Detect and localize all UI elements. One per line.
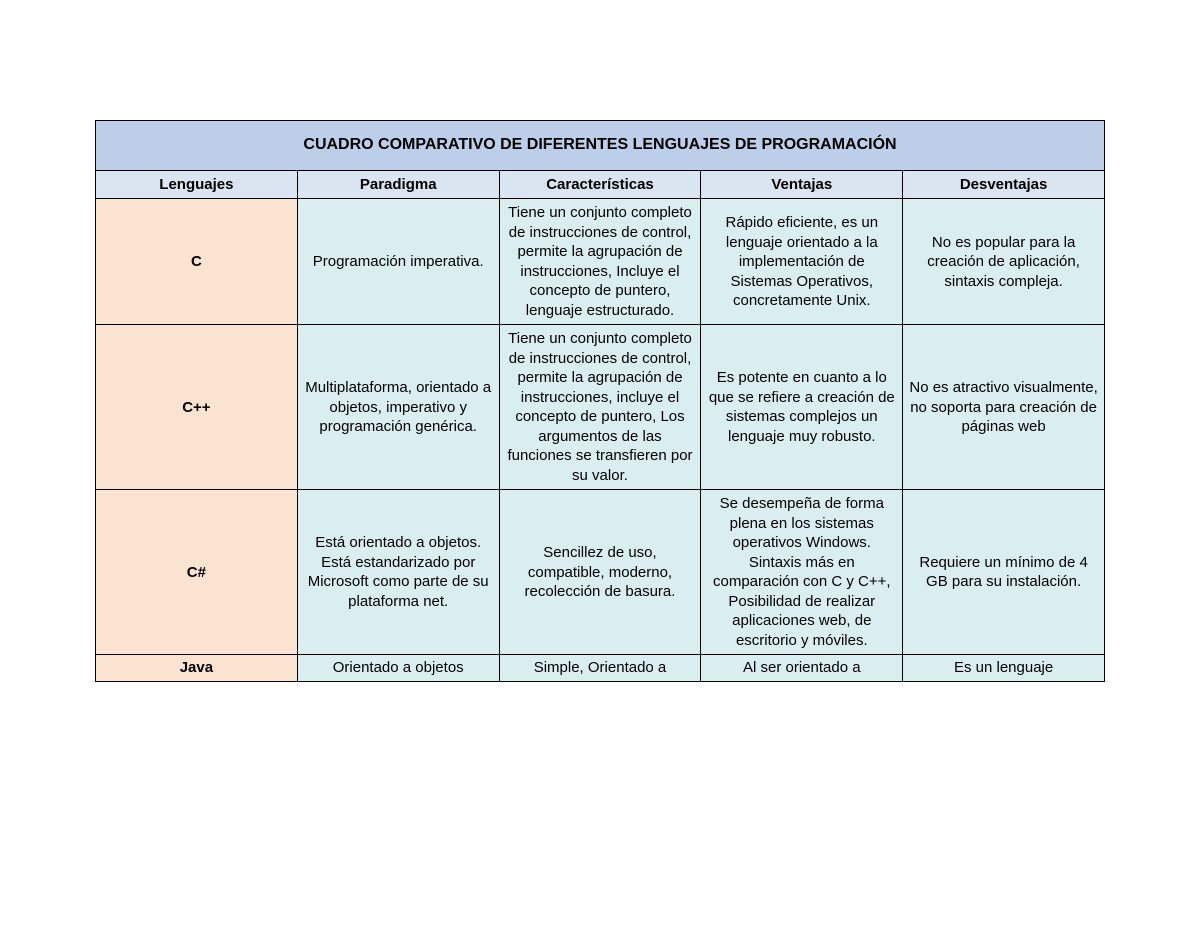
ventajas-cell: Es potente en cuanto a lo que se refiere… [701, 325, 903, 490]
ventajas-cell: Se desempeña de forma plena en los siste… [701, 490, 903, 655]
desventajas-cell: Requiere un mínimo de 4 GB para su insta… [903, 490, 1105, 655]
caracteristicas-cell: Sencillez de uso, compatible, moderno, r… [499, 490, 701, 655]
paradigma-cell: Orientado a objetos [297, 655, 499, 682]
caracteristicas-cell: Simple, Orientado a [499, 655, 701, 682]
table-row: C# Está orientado a objetos. Está estand… [96, 490, 1105, 655]
caracteristicas-cell: Tiene un conjunto completo de instruccio… [499, 325, 701, 490]
desventajas-cell: No es popular para la creación de aplica… [903, 199, 1105, 325]
desventajas-cell: Es un lenguaje [903, 655, 1105, 682]
col-header-paradigma: Paradigma [297, 170, 499, 199]
table-header-row: Lenguajes Paradigma Características Vent… [96, 170, 1105, 199]
paradigma-cell: Multiplataforma, orientado a objetos, im… [297, 325, 499, 490]
table-title-row: CUADRO COMPARATIVO DE DIFERENTES LENGUAJ… [96, 121, 1105, 171]
table-row: C Programación imperativa. Tiene un conj… [96, 199, 1105, 325]
lang-cell-java: Java [96, 655, 298, 682]
desventajas-cell: No es atractivo visualmente, no soporta … [903, 325, 1105, 490]
paradigma-cell: Está orientado a objetos. Está estandari… [297, 490, 499, 655]
table-title: CUADRO COMPARATIVO DE DIFERENTES LENGUAJ… [96, 121, 1105, 171]
caracteristicas-cell: Tiene un conjunto completo de instruccio… [499, 199, 701, 325]
col-header-ventajas: Ventajas [701, 170, 903, 199]
paradigma-cell: Programación imperativa. [297, 199, 499, 325]
col-header-desventajas: Desventajas [903, 170, 1105, 199]
lang-cell-csharp: C# [96, 490, 298, 655]
col-header-caracteristicas: Características [499, 170, 701, 199]
table-row: Java Orientado a objetos Simple, Orienta… [96, 655, 1105, 682]
comparison-table: CUADRO COMPARATIVO DE DIFERENTES LENGUAJ… [95, 120, 1105, 682]
table-row: C++ Multiplataforma, orientado a objetos… [96, 325, 1105, 490]
ventajas-cell: Al ser orientado a [701, 655, 903, 682]
lang-cell-cpp: C++ [96, 325, 298, 490]
col-header-lenguajes: Lenguajes [96, 170, 298, 199]
ventajas-cell: Rápido eficiente, es un lenguaje orienta… [701, 199, 903, 325]
document-page: CUADRO COMPARATIVO DE DIFERENTES LENGUAJ… [0, 0, 1200, 682]
lang-cell-c: C [96, 199, 298, 325]
